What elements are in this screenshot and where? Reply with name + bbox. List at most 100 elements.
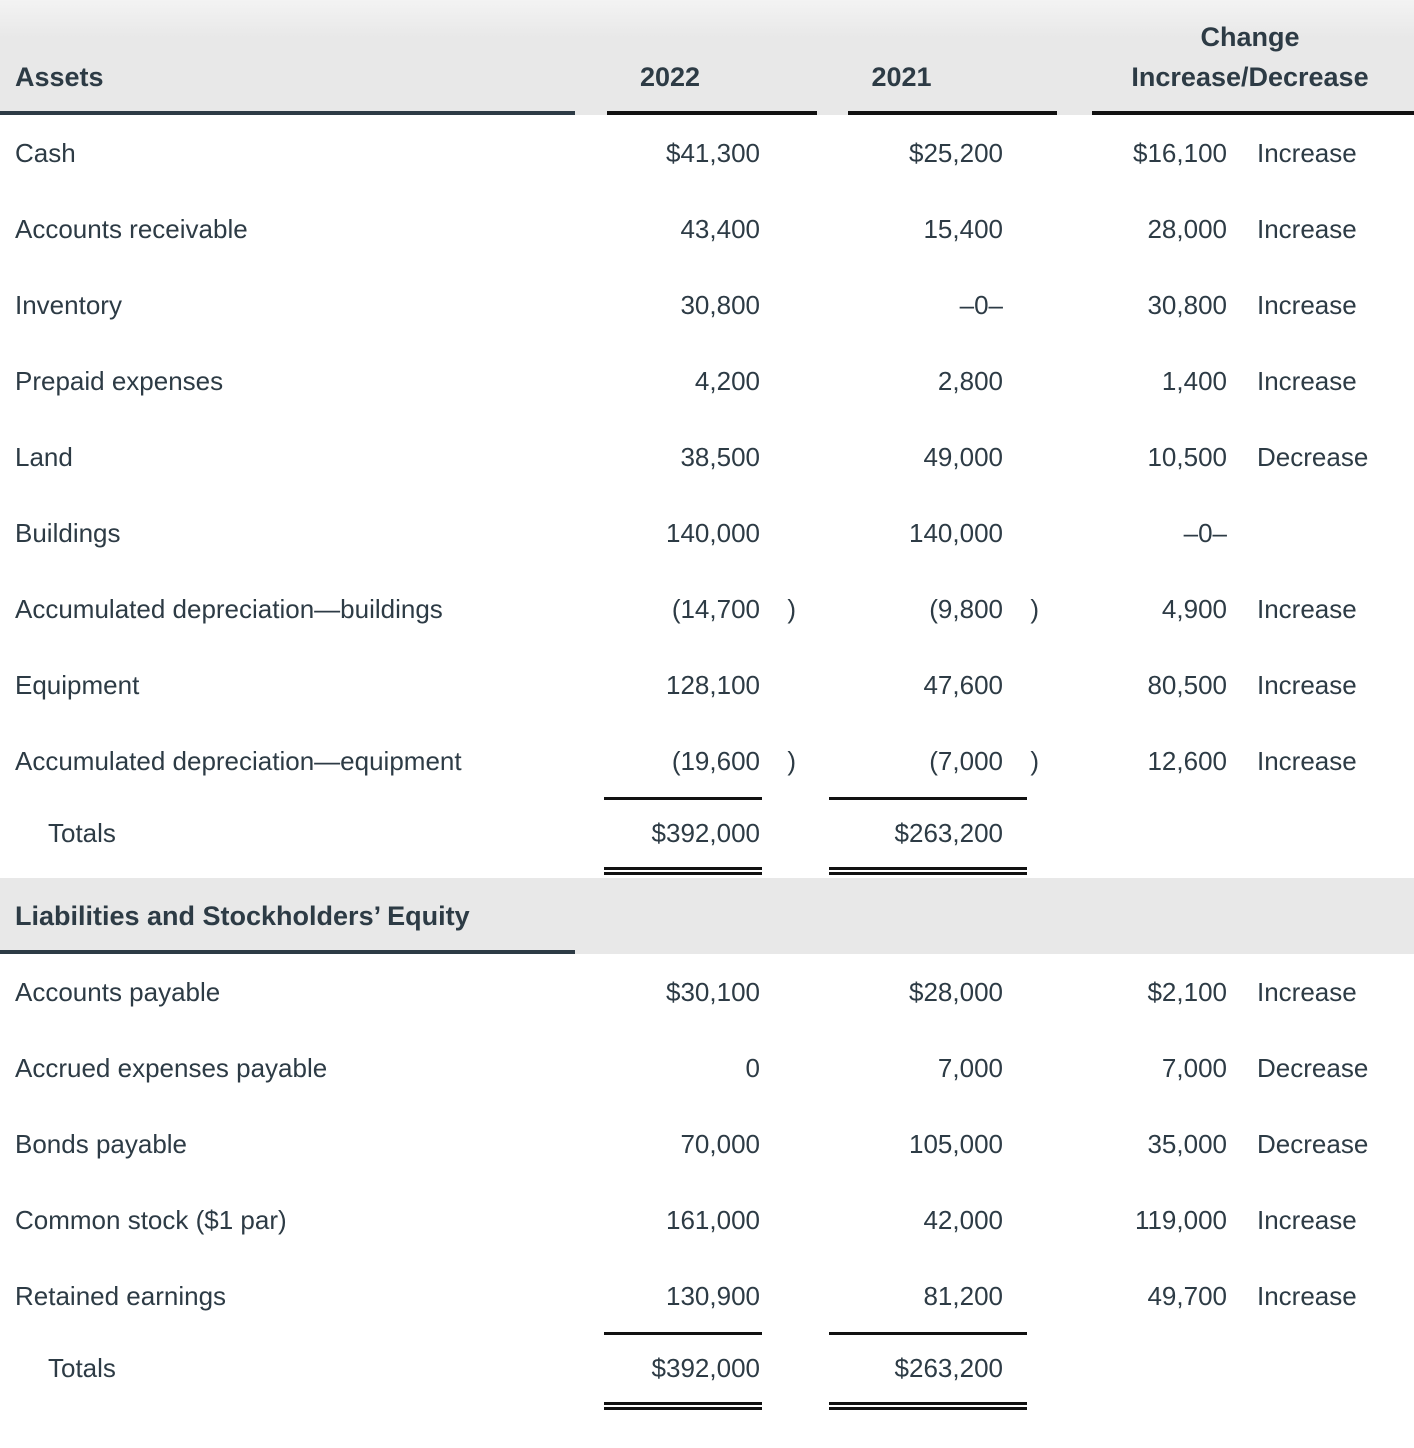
amount-2022: 4,200: [694, 365, 760, 396]
assets-column-header: Assets: [15, 62, 104, 92]
assets-total-topline-2021: [829, 797, 1027, 800]
row-label: Accumulated depreciation—equipment: [15, 745, 462, 776]
change-header-line1: Change: [1200, 22, 1300, 52]
change-amount: 80,500: [1147, 669, 1227, 700]
table-row-prepaid-expenses: Prepaid expenses 4,200 2,800 1,400 Incre…: [0, 343, 1414, 419]
amount-2022: 161,000: [666, 1204, 760, 1235]
amount-2021: 2,800: [937, 365, 1003, 396]
change-amount: 28,000: [1147, 213, 1227, 244]
amount-2022: (14,700: [671, 593, 760, 624]
paren-2022: ): [787, 593, 796, 624]
row-label: Accounts receivable: [15, 213, 248, 244]
header-band: [0, 0, 1414, 115]
amount-2021: (7,000: [929, 745, 1003, 776]
change-amount: 1,400: [1161, 365, 1227, 396]
totals-label: Totals: [48, 1352, 116, 1383]
change-amount: 35,000: [1147, 1128, 1227, 1159]
change-amount: 12,600: [1147, 745, 1227, 776]
amount-2021: 15,400: [923, 213, 1003, 244]
amount-2021: 105,000: [909, 1128, 1003, 1159]
liab-total-doubleline-2021-a: [829, 1402, 1027, 1405]
row-label: Equipment: [15, 669, 140, 700]
amount-2022: 0: [745, 1052, 760, 1083]
table-row-inventory: Inventory 30,800 –0– 30,800 Increase: [0, 267, 1414, 343]
liab-total-doubleline-2022-a: [604, 1402, 762, 1405]
col-2022-underline: [607, 111, 817, 115]
row-label: Retained earnings: [15, 1280, 227, 1311]
totals-amount-2022: $392,000: [651, 1352, 760, 1383]
change-direction: Increase: [1257, 213, 1357, 244]
amount-2022: 30,800: [680, 289, 760, 320]
change-amount: 10,500: [1147, 441, 1227, 472]
amount-2021: 7,000: [937, 1052, 1003, 1083]
change-direction: Increase: [1257, 137, 1357, 168]
assets-total-doubleline-2021-b: [829, 872, 1027, 875]
amount-2022: 70,000: [680, 1128, 760, 1159]
year-2022-header: 2022: [639, 62, 701, 92]
row-label: Buildings: [15, 517, 121, 548]
amount-2021: 81,200: [923, 1280, 1003, 1311]
amount-2022: 43,400: [680, 213, 760, 244]
change-direction: Increase: [1257, 365, 1357, 396]
table-row-retained-earnings: Retained earnings 130,900 81,200 49,700 …: [0, 1258, 1414, 1334]
change-amount: 7,000: [1161, 1052, 1227, 1083]
amount-2021: (9,800: [929, 593, 1003, 624]
table-row-accum-depr-equipment: Accumulated depreciation—equipment (19,6…: [0, 723, 1414, 799]
change-direction: Decrease: [1257, 1128, 1369, 1159]
amount-2022: 38,500: [680, 441, 760, 472]
assets-total-doubleline-2022-b: [604, 872, 762, 875]
change-direction: Increase: [1257, 745, 1357, 776]
liab-total-topline-2022: [604, 1332, 762, 1335]
amount-2021: 47,600: [923, 669, 1003, 700]
table-row-accounts-receivable: Accounts receivable 43,400 15,400 28,000…: [0, 191, 1414, 267]
row-label: Prepaid expenses: [15, 365, 224, 396]
row-label: Bonds payable: [15, 1128, 188, 1159]
change-amount: 119,000: [1134, 1204, 1227, 1235]
amount-2022: 130,900: [666, 1280, 760, 1311]
change-header-line2: Increase/Decrease: [1131, 62, 1369, 92]
assets-header-underline: [0, 111, 575, 115]
amount-2021: 49,000: [923, 441, 1003, 472]
totals-amount-2021: $263,200: [894, 1352, 1003, 1383]
change-amount: $16,100: [1133, 137, 1227, 168]
amount-2021: 42,000: [923, 1204, 1003, 1235]
table-row-accounts-payable: Accounts payable $30,100 $28,000 $2,100 …: [0, 954, 1414, 1030]
row-label: Accumulated depreciation—buildings: [15, 593, 443, 624]
liabilities-totals-row: Totals $392,000 $263,200: [0, 1334, 1414, 1402]
liabilities-section-header: Liabilities and Stockholders’ Equity: [0, 878, 1414, 954]
row-label: Cash: [15, 137, 76, 168]
row-label: Land: [15, 441, 73, 472]
totals-label: Totals: [48, 817, 116, 848]
table-header-row: Assets 2022 2021 Change Increase/Decreas…: [0, 0, 1414, 115]
row-label: Accrued expenses payable: [15, 1052, 328, 1083]
amount-2021: $28,000: [909, 976, 1003, 1007]
row-label: Common stock ($1 par): [15, 1204, 287, 1235]
change-amount: 49,700: [1147, 1280, 1227, 1311]
amount-2021: –0–: [959, 289, 1003, 320]
change-direction: Decrease: [1257, 441, 1369, 472]
table-row-cash: Cash $41,300 $25,200 $16,100 Increase: [0, 115, 1414, 191]
amount-2022: (19,600: [671, 745, 760, 776]
assets-total-doubleline-2022-a: [604, 867, 762, 870]
change-direction: Increase: [1257, 593, 1357, 624]
change-amount: –0–: [1183, 517, 1227, 548]
totals-amount-2021: $263,200: [894, 817, 1003, 848]
paren-2021: ): [1030, 593, 1039, 624]
liabilities-header-underline: [0, 950, 575, 954]
change-direction: Increase: [1257, 1280, 1357, 1311]
table-row-common-stock: Common stock ($1 par) 161,000 42,000 119…: [0, 1182, 1414, 1258]
change-direction: Increase: [1257, 669, 1357, 700]
assets-total-doubleline-2021-a: [829, 867, 1027, 870]
amount-2022: 128,100: [666, 669, 760, 700]
amount-2022: 140,000: [666, 517, 760, 548]
paren-2022: ): [787, 745, 796, 776]
amount-2022: $30,100: [666, 976, 760, 1007]
change-direction: Increase: [1257, 1204, 1357, 1235]
liab-total-doubleline-2021-b: [829, 1407, 1027, 1410]
change-direction: Increase: [1257, 976, 1357, 1007]
col-2021-underline: [848, 111, 1057, 115]
change-direction: Increase: [1257, 289, 1357, 320]
change-direction: Decrease: [1257, 1052, 1369, 1083]
assets-total-topline-2022: [604, 797, 762, 800]
